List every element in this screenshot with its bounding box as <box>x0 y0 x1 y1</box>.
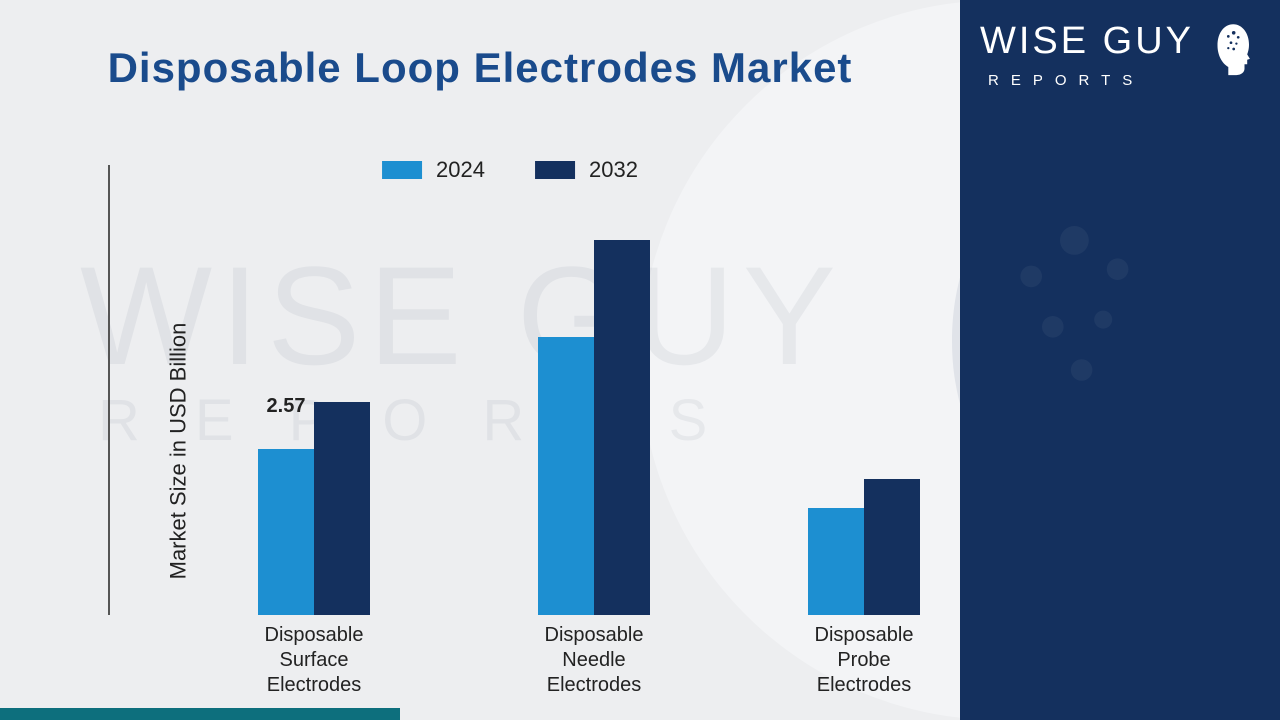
bar <box>594 240 650 615</box>
page-title: Disposable Loop Electrodes Market <box>0 44 960 92</box>
legend-swatch-2032 <box>535 161 575 179</box>
bar <box>258 449 314 615</box>
bar <box>808 508 864 615</box>
bar <box>538 337 594 615</box>
legend-item-2032: 2032 <box>535 157 638 183</box>
category-label: DisposableNeedleElectrodes <box>504 623 684 698</box>
bottom-accent-strip <box>0 708 400 720</box>
brand-logo: WISE GUY REPORTS <box>980 22 1260 102</box>
right-panel <box>960 0 1280 720</box>
legend-label-2024: 2024 <box>436 157 485 183</box>
bar-group: DisposableSurfaceElectrodes2.57 <box>258 402 370 615</box>
brand-head-icon <box>1204 22 1258 76</box>
legend: 2024 2032 <box>382 157 638 183</box>
bar-group: DisposableNeedleElectrodes <box>538 240 650 615</box>
category-label: DisposableSurfaceElectrodes <box>224 623 404 698</box>
bar <box>864 479 920 615</box>
plot-region: DisposableSurfaceElectrodes2.57 Disposabl… <box>108 195 950 615</box>
bar-group: DisposableProbeElectrodes <box>808 479 920 615</box>
chart-area: Market Size in USD Billion 2024 2032 Dis… <box>70 165 950 685</box>
category-label: DisposableProbeElectrodes <box>774 623 954 698</box>
legend-swatch-2024 <box>382 161 422 179</box>
legend-label-2032: 2032 <box>589 157 638 183</box>
bar-value-label: 2.57 <box>267 395 306 422</box>
brand-name: WISE GUY <box>980 22 1194 60</box>
bar <box>314 402 370 615</box>
legend-item-2024: 2024 <box>382 157 485 183</box>
